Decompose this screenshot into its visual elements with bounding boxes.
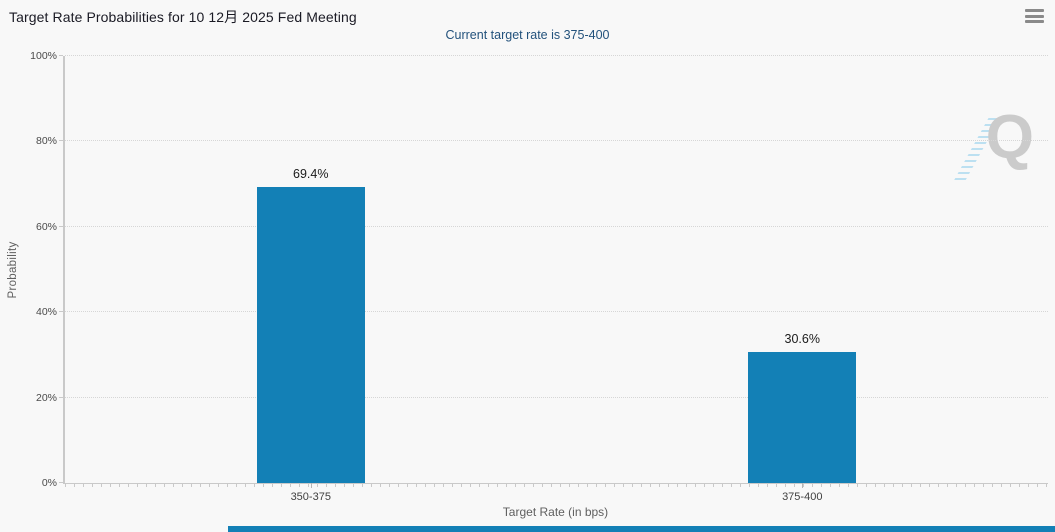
bar-value-label: 30.6%: [784, 332, 820, 347]
bottom-accent-bar: [228, 526, 1055, 532]
y-axis-tick: [59, 55, 63, 56]
y-axis-tick: [59, 396, 63, 398]
y-tick-label: 20%: [35, 391, 57, 404]
gridline: [65, 311, 1048, 313]
y-axis-tick: [59, 225, 63, 227]
y-tick-label: 100%: [30, 50, 57, 62]
gridline: [65, 225, 1048, 227]
watermark-q-logo-icon: Q: [985, 103, 1034, 172]
y-tick-label: 0%: [41, 477, 57, 489]
y-tick-label: 40%: [35, 306, 57, 319]
x-axis-tick: [310, 483, 312, 488]
y-tick-label: 80%: [35, 135, 57, 148]
y-axis-tick: [59, 482, 63, 483]
probability-bar[interactable]: [748, 352, 857, 483]
hamburger-bar: [1025, 20, 1044, 23]
y-axis-tick: [59, 140, 63, 142]
x-tick-label: 350-375: [290, 491, 331, 503]
gridline: [65, 140, 1048, 142]
x-axis-minor-ticks: [65, 484, 1048, 487]
bar-value-label: 69.4%: [293, 166, 329, 181]
x-axis-tick: [802, 483, 804, 488]
y-axis-title: Probability: [7, 241, 19, 299]
hamburger-menu-icon[interactable]: [1025, 9, 1044, 23]
quikstrike-watermark: Q: [948, 103, 1034, 186]
hamburger-bar: [1025, 9, 1044, 12]
probability-bar[interactable]: [256, 186, 365, 483]
hamburger-bar: [1025, 14, 1044, 18]
plot-area: Q 0% 20% 40% 60% 80% 100% 69.4% 350-375 30.6% 375…: [30, 50, 1048, 503]
gridline: [65, 396, 1048, 398]
y-axis-tick: [59, 311, 63, 313]
x-axis-title: Target Rate (in bps): [502, 505, 609, 519]
chart-subtitle: Current target rate is 375-400: [445, 28, 610, 42]
gridline: [65, 55, 1048, 56]
chart-title: Target Rate Probabilities for 10 12月 202…: [9, 9, 357, 25]
y-tick-label: 60%: [35, 220, 57, 233]
x-tick-label: 375-400: [782, 491, 823, 503]
watermark-stripes-icon: [952, 118, 1000, 184]
